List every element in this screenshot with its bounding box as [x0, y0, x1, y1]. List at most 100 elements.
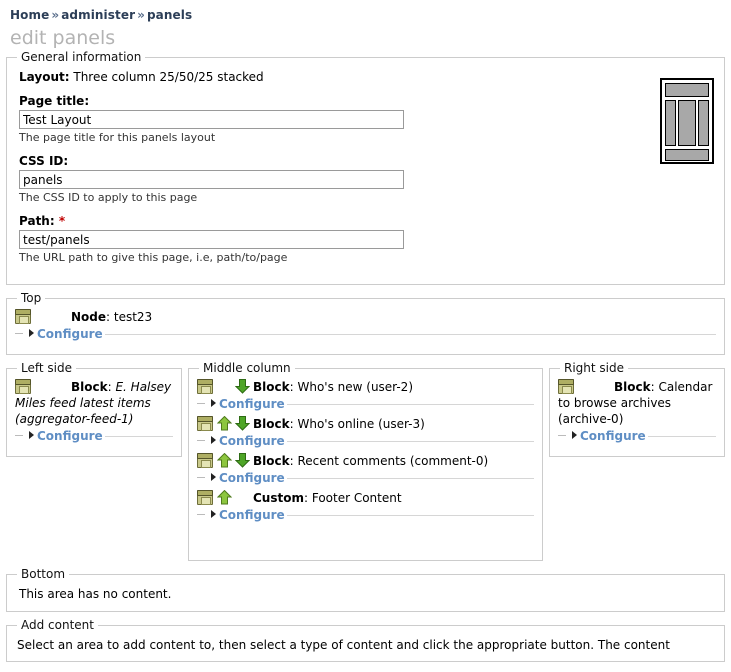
delete-icon[interactable]: [558, 379, 574, 394]
arrow-up-icon[interactable]: [217, 453, 232, 468]
pane-divider: [287, 441, 534, 442]
top-region-fieldset: Top Node: test23 Configure: [6, 291, 725, 355]
delete-icon[interactable]: [197, 490, 213, 505]
panel-pane-item: Custom: Footer Content Configure: [197, 490, 534, 523]
layout-preview-center-region: [678, 100, 696, 146]
delete-icon[interactable]: [15, 309, 31, 324]
panel-pane-item: Block: E. Halsey Miles feed latest items…: [15, 379, 173, 444]
pane-colon: :: [289, 380, 298, 394]
css-id-input[interactable]: [19, 170, 404, 189]
pane-type-label: Node: [71, 310, 107, 324]
pane-type-label: Block: [71, 380, 108, 394]
breadcrumb-item-administer[interactable]: administer: [61, 8, 136, 22]
configure-link[interactable]: Configure: [219, 471, 285, 485]
pane-type-label: Custom: [253, 491, 304, 505]
triangle-right-icon: [211, 399, 216, 407]
pane-header: Block: Calendar to browse archives (arch…: [558, 379, 716, 427]
pane-divider: [105, 334, 716, 335]
delete-icon[interactable]: [197, 379, 213, 394]
form-item-path: Path: * The URL path to give this page, …: [19, 214, 716, 264]
list-dash-marker: [15, 435, 23, 436]
right-region-fieldset: Right side Block: Calendar to browse arc…: [549, 361, 725, 457]
bottom-region-empty-text: This area has no content.: [19, 587, 172, 601]
arrow-down-icon[interactable]: [235, 416, 250, 431]
list-dash-marker: [197, 440, 205, 441]
page-title-description: The page title for this panels layout: [19, 131, 216, 144]
configure-link[interactable]: Configure: [219, 397, 285, 411]
list-dash-marker: [558, 435, 566, 436]
delete-icon[interactable]: [197, 453, 213, 468]
pane-colon: :: [106, 310, 114, 324]
top-region-legend: Top: [21, 291, 42, 305]
css-id-label: CSS ID:: [19, 154, 716, 168]
pane-title-label: test23: [113, 310, 153, 324]
pane-header: Node: test23: [15, 309, 716, 325]
left-region-legend: Left side: [21, 361, 72, 375]
list-dash-marker: [197, 514, 205, 515]
arrow-down-placeholder: [596, 379, 611, 394]
add-content-legend: Add content: [21, 618, 94, 632]
configure-link[interactable]: Configure: [580, 429, 646, 443]
pane-header: Custom: Footer Content: [197, 490, 534, 506]
pane-divider: [287, 478, 534, 479]
arrow-down-icon[interactable]: [235, 453, 250, 468]
breadcrumb-item-home[interactable]: Home: [10, 8, 50, 22]
panel-pane-item: Block: Who's new (user-2) Configure: [197, 379, 534, 412]
layout-row: Layout: Three column 25/50/25 stacked: [19, 70, 716, 84]
pane-colon: :: [650, 380, 659, 394]
breadcrumb-item-panels[interactable]: panels: [146, 8, 193, 22]
arrow-up-icon[interactable]: [217, 416, 232, 431]
right-region-pane-list: Block: Calendar to browse archives (arch…: [558, 379, 716, 444]
arrow-down-placeholder: [53, 309, 68, 324]
configure-link[interactable]: Configure: [219, 508, 285, 522]
triangle-right-icon: [211, 510, 216, 518]
pane-header: Block: Who's new (user-2): [197, 379, 534, 395]
breadcrumb-separator: »: [137, 8, 145, 22]
layout-preview-bottom-region: [665, 149, 709, 161]
pane-configure-row: Configure: [197, 470, 534, 486]
configure-link[interactable]: Configure: [37, 327, 103, 341]
page-title-input[interactable]: [19, 110, 404, 129]
bottom-region-legend: Bottom: [21, 567, 66, 581]
page-title: edit panels: [10, 27, 116, 49]
list-dash-marker: [15, 333, 23, 334]
triangle-right-icon: [29, 329, 34, 337]
pane-colon: :: [289, 417, 298, 431]
layout-preview-top-region: [665, 83, 709, 97]
add-content-description: Select an area to add content to, then s…: [17, 638, 670, 652]
pane-header: Block: E. Halsey Miles feed latest items…: [15, 379, 173, 427]
arrow-up-placeholder: [35, 309, 50, 324]
arrow-down-icon[interactable]: [235, 379, 250, 394]
pane-title-label: Who's new (user-2): [297, 380, 413, 394]
css-id-label-text: CSS ID:: [19, 154, 69, 168]
triangle-right-icon: [572, 431, 577, 439]
form-item-page-title: Page title: The page title for this pane…: [19, 94, 716, 144]
path-label-text: Path:: [19, 214, 55, 228]
arrow-up-icon[interactable]: [217, 490, 232, 505]
pane-divider: [287, 404, 534, 405]
breadcrumb-separator: »: [51, 8, 60, 22]
triangle-right-icon: [29, 431, 34, 439]
pane-configure-row: Configure: [197, 507, 534, 523]
pane-configure-row: Configure: [558, 428, 716, 444]
general-information-legend: General information: [21, 50, 142, 64]
arrow-down-placeholder: [53, 379, 68, 394]
top-region-pane-list: Node: test23 Configure: [15, 309, 716, 342]
layout-preview-icon: [660, 78, 714, 164]
arrow-up-placeholder: [217, 379, 232, 394]
configure-link[interactable]: Configure: [219, 434, 285, 448]
configure-link[interactable]: Configure: [37, 429, 103, 443]
layout-label: Layout:: [19, 70, 70, 84]
panel-pane-item: Node: test23 Configure: [15, 309, 716, 342]
pane-divider: [105, 436, 173, 437]
pane-configure-row: Configure: [15, 428, 173, 444]
pane-colon: :: [303, 491, 312, 505]
layout-preview-right-region: [698, 100, 709, 146]
delete-icon[interactable]: [15, 379, 31, 394]
delete-icon[interactable]: [197, 416, 213, 431]
path-input[interactable]: [19, 230, 404, 249]
middle-region-fieldset: Middle column Block: Who's new (user-2) C…: [188, 361, 543, 561]
panel-pane-item: Block: Who's online (user-3) Configure: [197, 416, 534, 449]
triangle-right-icon: [211, 473, 216, 481]
pane-type-label: Block: [253, 417, 290, 431]
